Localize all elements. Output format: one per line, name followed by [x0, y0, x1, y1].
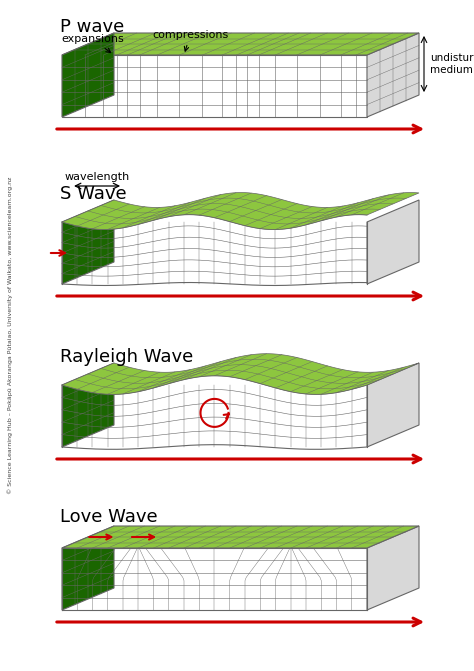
Text: © Science Learning Hub – Pokāpū Akoranga Pūtaiao, University of Waikato, www.sci: © Science Learning Hub – Pokāpū Akoranga…: [7, 176, 13, 494]
Polygon shape: [62, 363, 114, 447]
Polygon shape: [62, 354, 419, 395]
Polygon shape: [62, 33, 114, 117]
Polygon shape: [62, 200, 114, 284]
Text: expansions: expansions: [61, 34, 124, 52]
Polygon shape: [367, 526, 419, 610]
Text: Rayleigh Wave: Rayleigh Wave: [60, 348, 193, 366]
Polygon shape: [62, 55, 367, 117]
Text: S Wave: S Wave: [60, 185, 127, 203]
Polygon shape: [62, 526, 114, 610]
Polygon shape: [62, 548, 367, 610]
Polygon shape: [62, 526, 419, 548]
Polygon shape: [62, 215, 367, 284]
Polygon shape: [367, 33, 419, 117]
Polygon shape: [62, 385, 367, 447]
Text: compressions: compressions: [152, 30, 228, 51]
Polygon shape: [62, 33, 419, 55]
Polygon shape: [367, 363, 419, 447]
Polygon shape: [62, 193, 419, 229]
Text: P wave: P wave: [60, 18, 124, 36]
Text: wavelength: wavelength: [64, 172, 130, 182]
Text: undisturbed
medium: undisturbed medium: [430, 53, 474, 74]
Text: Love Wave: Love Wave: [60, 508, 158, 526]
Polygon shape: [367, 200, 419, 284]
